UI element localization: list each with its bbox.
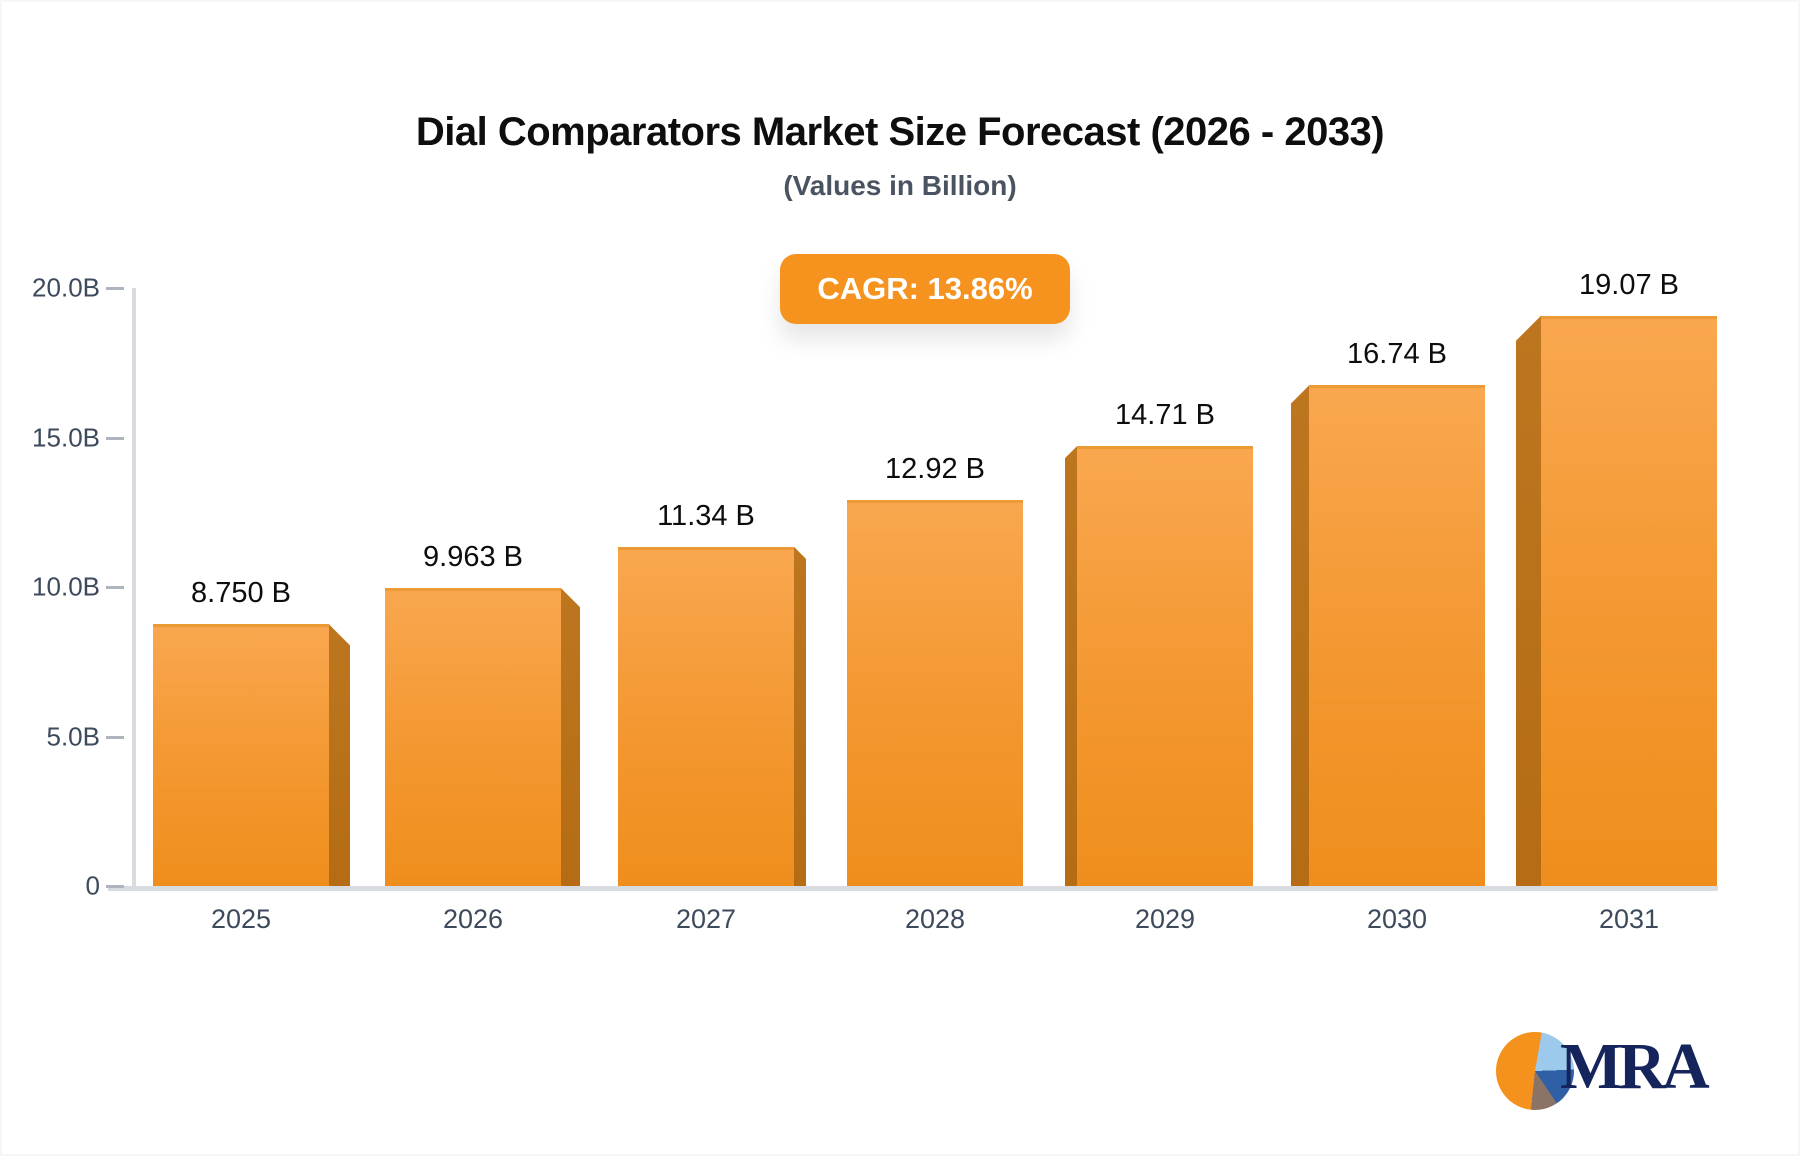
cagr-badge-label: CAGR: 13.86% [817, 271, 1033, 306]
y-axis-tick-label: 20.0B [32, 272, 100, 303]
x-axis-tick-label: 2027 [675, 904, 737, 934]
brand-logo: MRA [1496, 1024, 1710, 1110]
y-axis-tick-label: 15.0B [32, 422, 100, 452]
bar-3d-side [329, 624, 350, 886]
bar-value-label: 16.74 B [1347, 338, 1447, 371]
y-axis-tick-mark [106, 287, 124, 290]
bar-3d-side [1516, 315, 1541, 886]
bar-value-label: 14.71 B [1115, 399, 1215, 432]
bar-3d-side [1065, 446, 1077, 886]
x-axis-tick-label: 2029 [1134, 904, 1196, 934]
bar-3d-side [561, 588, 580, 886]
x-axis-tick-label: 2026 [442, 904, 504, 934]
bar-3d-side [1291, 385, 1309, 886]
x-axis-line [108, 886, 1718, 891]
bar-value-label: 12.92 B [885, 452, 985, 485]
x-axis-tick-label: 2028 [904, 904, 966, 934]
bar-value-label: 19.07 B [1579, 268, 1679, 301]
chart-title: Dial Comparators Market Size Forecast (2… [415, 110, 1385, 154]
bar-2028 [847, 499, 1023, 886]
bar-2030 [1309, 385, 1485, 886]
y-axis-tick-mark [106, 885, 124, 888]
bar-value-label: 9.963 B [423, 541, 523, 574]
bar-value-label: 11.34 B [657, 499, 755, 532]
bar-value-label: 8.750 B [191, 577, 291, 610]
x-axis-tick-label: 2025 [210, 904, 272, 934]
bar-2025 [153, 624, 329, 886]
x-axis-tick-label: 2031 [1598, 904, 1660, 934]
y-axis-tick-label: 0 [85, 870, 100, 901]
pie-logo-icon [1496, 1032, 1574, 1110]
y-axis-tick-mark [106, 436, 124, 440]
y-axis-tick-label: 10.0B [32, 571, 100, 602]
cagr-badge: CAGR: 13.86% [780, 254, 1070, 324]
y-axis-tick-mark [106, 586, 124, 589]
bar-2031 [1541, 315, 1717, 886]
y-axis-tick-label: 5.0B [46, 721, 101, 751]
x-axis-tick-label: 2030 [1366, 904, 1428, 934]
y-axis-tick-mark [106, 735, 124, 739]
bar-2027 [618, 546, 794, 886]
brand-logo-text: MRA [1560, 1030, 1710, 1103]
bar-2026 [385, 588, 561, 886]
bar-3d-side [794, 546, 806, 886]
chart-subtitle: (Values in Billion) [783, 170, 1017, 201]
bar-2029 [1077, 446, 1253, 886]
y-axis-line [132, 288, 136, 886]
